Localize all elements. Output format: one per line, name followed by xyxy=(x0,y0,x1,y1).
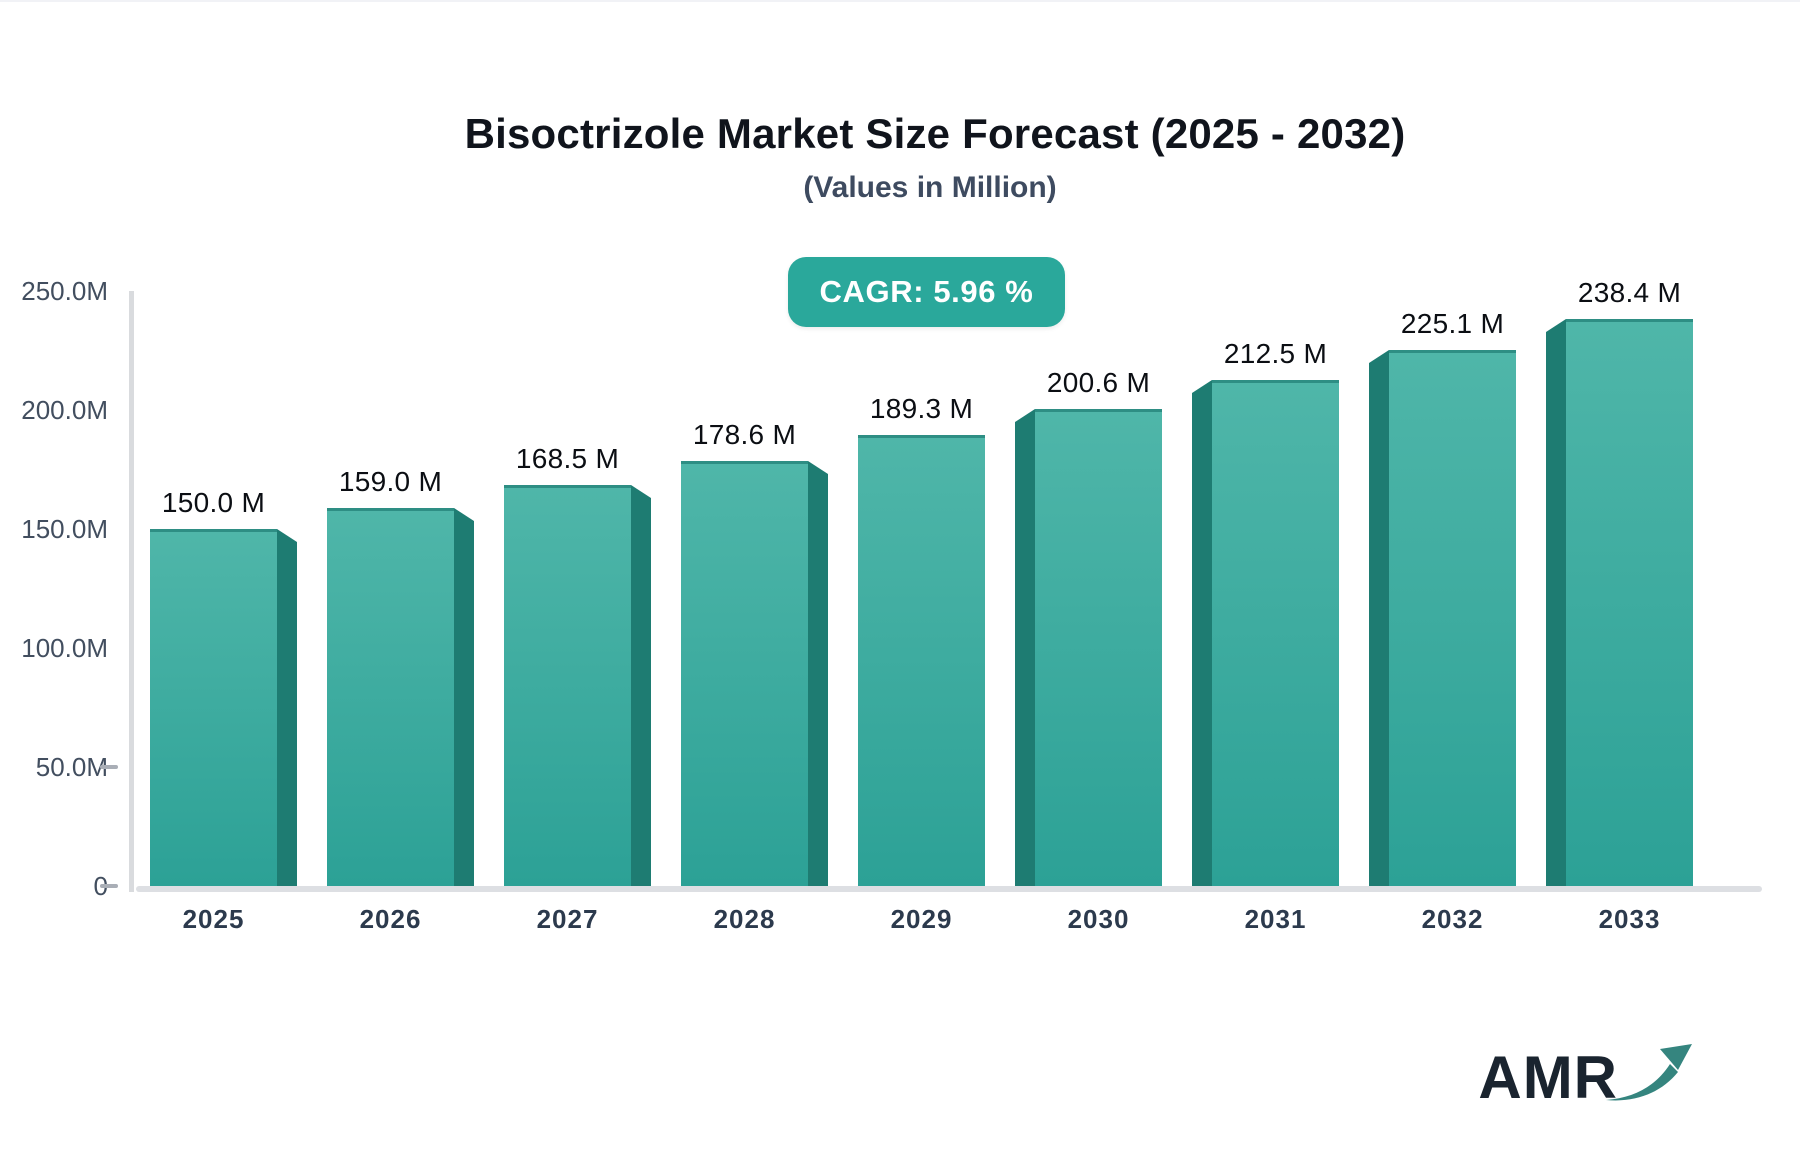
chart-title: Bisoctrizole Market Size Forecast (2025 … xyxy=(464,110,1406,157)
value-label-2029: 189.3 M xyxy=(869,393,974,424)
x-axis-label-2032: 2032 xyxy=(1421,904,1484,934)
bar-2031 xyxy=(1212,380,1339,886)
y-axis-label: 150.0M xyxy=(21,514,108,544)
cagr-badge: CAGR: 5.96 % xyxy=(788,257,1065,327)
value-label-2032: 225.1 M xyxy=(1400,308,1505,339)
value-label-2026: 159.0 M xyxy=(338,466,443,497)
y-axis-line xyxy=(129,291,134,892)
x-axis-label-2031: 2031 xyxy=(1244,904,1307,934)
chart-subtitle: (Values in Million) xyxy=(803,171,1057,204)
bar-2026 xyxy=(327,508,454,886)
value-label-2030: 200.6 M xyxy=(1046,367,1151,398)
bar-2030 xyxy=(1035,409,1162,886)
y-axis-label: 100.0M xyxy=(21,633,108,663)
trend-up-arrow-icon xyxy=(1606,1044,1692,1101)
y-tick-mark xyxy=(100,884,118,888)
bar-2027 xyxy=(504,485,631,886)
bar-side-2033 xyxy=(1546,319,1566,886)
bar-2029 xyxy=(858,435,985,886)
x-axis-label-2026: 2026 xyxy=(359,904,422,934)
bar-side-2032 xyxy=(1369,350,1389,886)
bar-side-2027 xyxy=(631,485,651,886)
x-axis-label-2028: 2028 xyxy=(713,904,776,934)
cagr-value: CAGR: 5.96 % xyxy=(819,274,1034,309)
bar-2028 xyxy=(681,461,808,886)
y-axis-label: 0 xyxy=(6,870,108,902)
amr-logo-text: AMR xyxy=(1478,1044,1618,1111)
value-label-2028: 178.6 M xyxy=(692,419,797,450)
x-axis-baseline xyxy=(136,886,1762,892)
bar-side-2028 xyxy=(808,461,828,886)
x-axis-label-2025: 2025 xyxy=(182,904,245,934)
value-label-2027: 168.5 M xyxy=(515,443,620,474)
y-tick-mark xyxy=(100,765,118,769)
y-axis-label: 50.0M xyxy=(35,752,108,782)
bar-side-2026 xyxy=(454,508,474,886)
bar-2033 xyxy=(1566,319,1693,886)
bar-side-2030 xyxy=(1015,409,1035,886)
x-axis-label-2027: 2027 xyxy=(536,904,599,934)
value-label-2025: 150.0 M xyxy=(161,487,266,518)
amr-logo: AMR xyxy=(1478,1040,1696,1111)
x-axis-label-2029: 2029 xyxy=(890,904,953,934)
bar-side-2031 xyxy=(1192,380,1212,886)
bar-2025 xyxy=(150,529,277,886)
y-axis-label: 250.0M xyxy=(21,276,108,306)
x-axis-label-2033: 2033 xyxy=(1598,904,1661,934)
x-axis-label-2030: 2030 xyxy=(1067,904,1130,934)
value-label-2033: 238.4 M xyxy=(1577,277,1682,308)
value-label-2031: 212.5 M xyxy=(1223,338,1328,369)
bar-side-2025 xyxy=(277,529,297,886)
y-axis-label: 200.0M xyxy=(21,395,108,425)
bar-2032 xyxy=(1389,350,1516,886)
